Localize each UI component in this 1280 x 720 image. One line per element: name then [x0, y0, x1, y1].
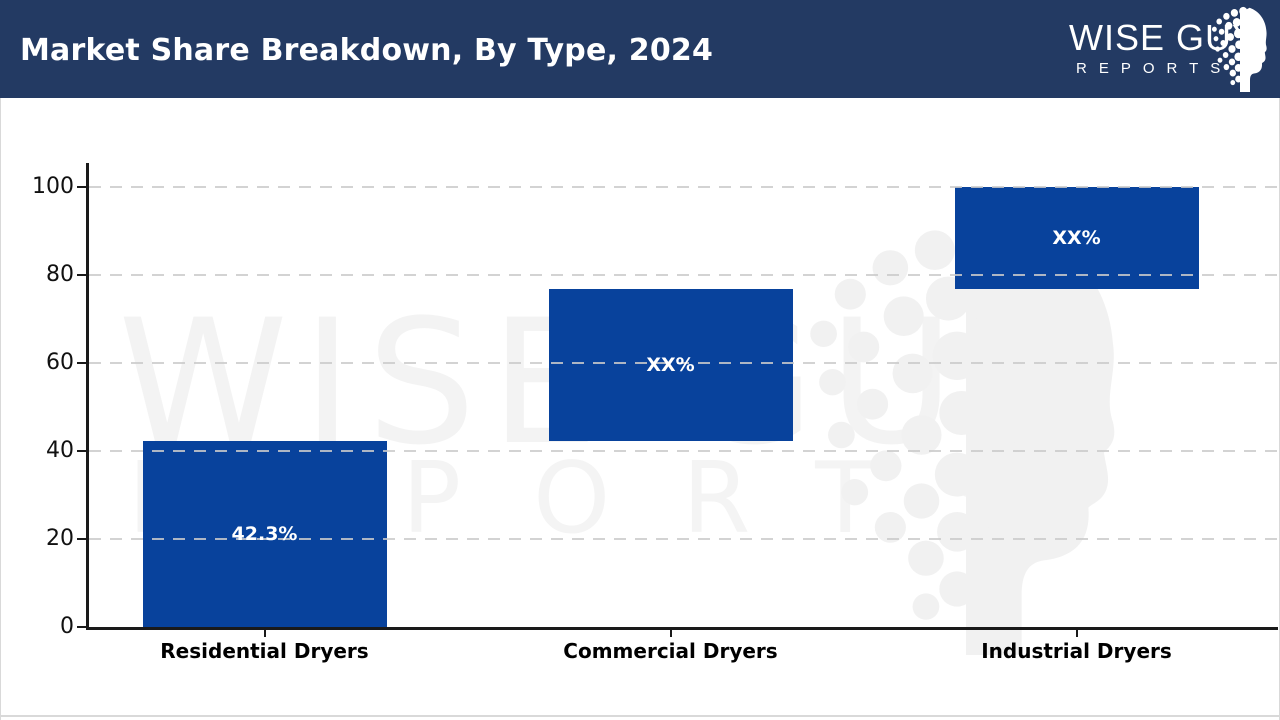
y-tick-mark — [77, 362, 86, 364]
image-border-left — [0, 98, 1, 720]
y-tick-mark — [77, 626, 86, 628]
y-tick-mark — [77, 186, 86, 188]
x-tick-mark — [1075, 630, 1078, 637]
x-category-label: Commercial Dryers — [563, 639, 778, 663]
bar-3 — [954, 187, 1199, 290]
y-tick-mark — [77, 538, 86, 540]
y-tick-label: 0 — [60, 614, 74, 639]
bar-2 — [548, 289, 793, 441]
y-tick-label: 20 — [46, 526, 74, 551]
bar-value-label: XX% — [646, 353, 695, 376]
logo-face-icon — [1208, 6, 1272, 92]
x-category-label: Residential Dryers — [160, 639, 369, 663]
wiseguy-logo: WISE GUY REPORTS — [1032, 0, 1272, 98]
gridline-100 — [89, 186, 1278, 188]
x-tick-mark — [669, 630, 672, 637]
logo-reports-label: REPORTS — [1076, 60, 1233, 77]
bar-1 — [142, 440, 387, 627]
x-tick-mark — [263, 630, 266, 637]
y-tick-label: 100 — [32, 174, 74, 199]
x-category-label: Industrial Dryers — [981, 639, 1172, 663]
gridline-20 — [89, 538, 1278, 540]
image-border-bottom — [0, 715, 1280, 717]
chart-title: Market Share Breakdown, By Type, 2024 — [20, 33, 714, 68]
x-axis — [86, 627, 1278, 630]
y-tick-label: 80 — [46, 262, 74, 287]
y-tick-label: 40 — [46, 438, 74, 463]
y-axis — [86, 163, 89, 630]
header-bar: Market Share Breakdown, By Type, 2024 WI… — [0, 0, 1280, 98]
y-tick-mark — [77, 274, 86, 276]
logo-wordmark: WISE GUY — [1069, 17, 1258, 58]
gridline-60 — [89, 362, 1278, 364]
gridline-40 — [89, 450, 1278, 452]
bar-value-label: XX% — [1052, 227, 1101, 250]
bar-value-label: 42.3% — [231, 522, 298, 545]
gridline-80 — [89, 274, 1278, 276]
y-tick-label: 60 — [46, 350, 74, 375]
y-tick-mark — [77, 450, 86, 452]
